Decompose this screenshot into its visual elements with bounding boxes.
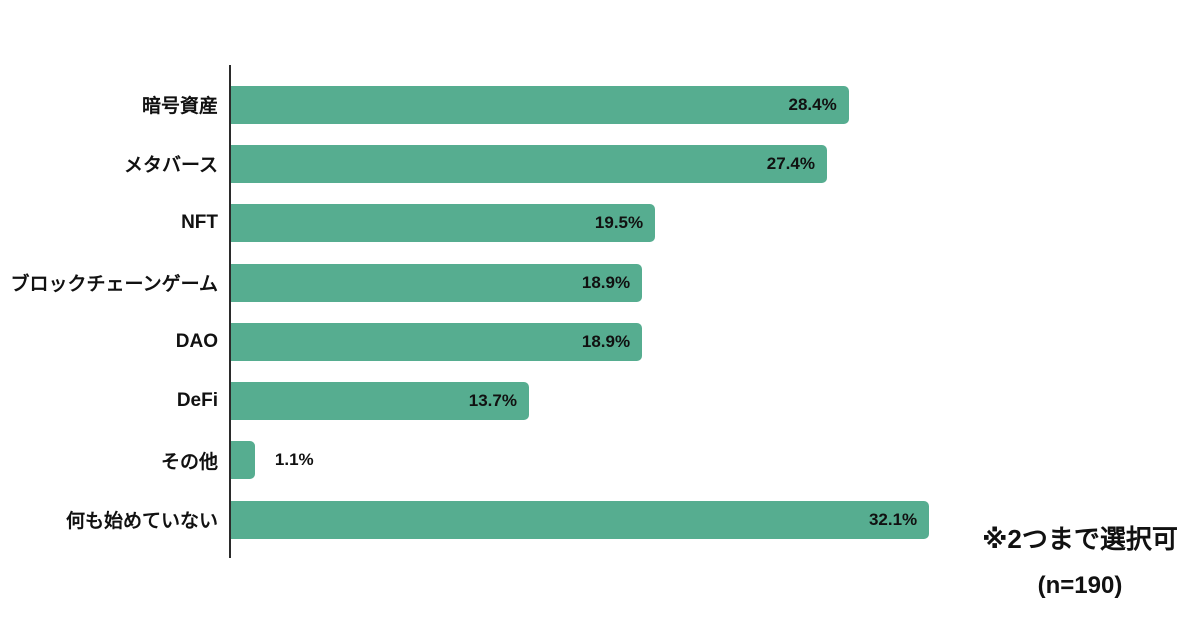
value-label: 32.1% xyxy=(868,509,918,529)
bar-rows: 暗号資産 28.4% メタバース 27.4% NFT 19.5% ブロックチェーンゲーム 18… xyxy=(0,75,1200,549)
value-label: 28.4% xyxy=(788,94,837,114)
value-label: 13.7% xyxy=(468,391,517,411)
category-label: 何も始めていない xyxy=(65,511,218,533)
value-label: 18.9% xyxy=(581,331,631,351)
note-selection-limit: ※2つまで選択可 xyxy=(982,524,1178,554)
value-label: 27.4% xyxy=(766,153,815,173)
bar-row: NFT 19.5% xyxy=(0,194,1200,253)
bar-area: 19.5% xyxy=(231,204,1200,243)
y-axis-line xyxy=(229,65,231,558)
bar: 13.7% xyxy=(231,382,529,421)
bar-row: ブロックチェーンゲーム 18.9% xyxy=(0,253,1200,312)
bar-row: その他 1.1% xyxy=(0,431,1200,490)
bar-area: 18.9% xyxy=(231,322,1200,361)
category-label: メタバース xyxy=(123,155,218,177)
bar-area: 18.9% xyxy=(231,263,1200,302)
category-label: その他 xyxy=(160,451,218,473)
bar-area: 32.1% xyxy=(231,500,1200,539)
bar-row: DAO 18.9% xyxy=(0,312,1200,371)
chart-note: ※2つまで選択可 (n=190) xyxy=(966,519,1194,600)
bar-area: 13.7% xyxy=(231,382,1200,421)
category-label: DAO xyxy=(175,330,218,352)
category-label: NFT xyxy=(181,212,218,234)
category-label: ブロックチェーンゲーム xyxy=(10,274,218,296)
note-sample-size: (n=190) xyxy=(1037,572,1123,599)
category-label: DeFi xyxy=(176,390,218,412)
bar: 18.9% xyxy=(231,322,643,361)
bar-area: 27.4% xyxy=(231,144,1200,183)
bar-area: 1.1% xyxy=(231,441,1200,480)
bar xyxy=(231,441,255,480)
value-label: 19.5% xyxy=(594,213,644,233)
bar-row: 何も始めていない 32.1% xyxy=(0,490,1200,549)
value-label: 18.9% xyxy=(581,272,631,292)
bar-row: DeFi 13.7% xyxy=(0,371,1200,430)
category-label: 暗号資産 xyxy=(141,96,218,118)
bar: 27.4% xyxy=(231,144,827,183)
value-label: 1.1% xyxy=(274,450,314,470)
bar-row: メタバース 27.4% xyxy=(0,134,1200,193)
bar: 28.4% xyxy=(231,85,849,124)
bar: 32.1% xyxy=(231,500,930,539)
bar-area: 28.4% xyxy=(231,85,1200,124)
bar: 18.9% xyxy=(231,263,643,302)
bar-row: 暗号資産 28.4% xyxy=(0,75,1200,134)
bar: 19.5% xyxy=(231,204,656,243)
